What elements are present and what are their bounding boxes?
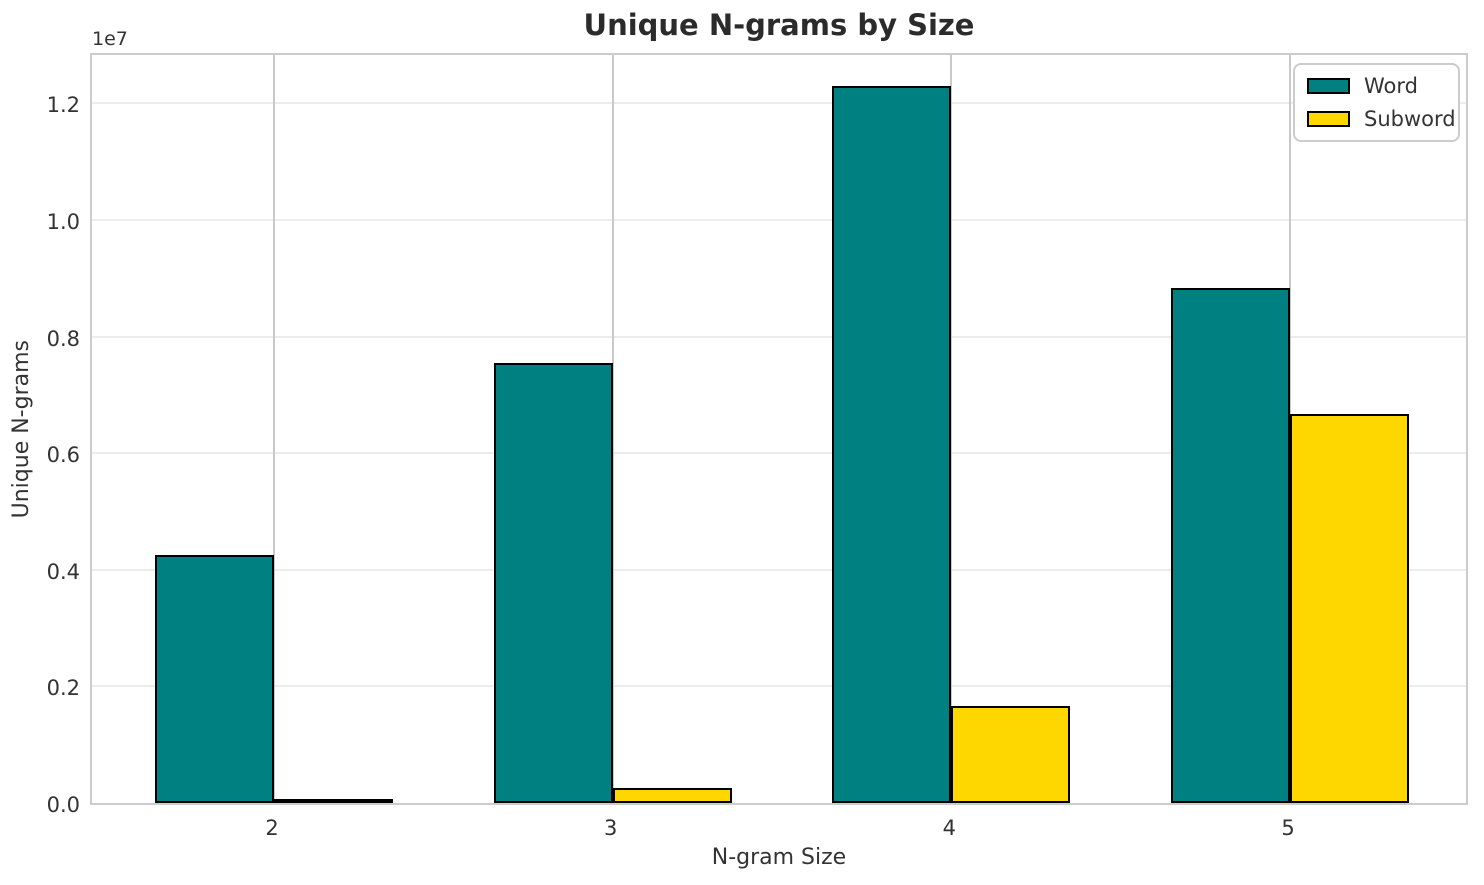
xtick-label-5: 5 [1281, 816, 1295, 840]
chart-title: Unique N-grams by Size [583, 8, 975, 42]
gridline-x-2 [273, 55, 275, 803]
bar-word-2 [155, 554, 274, 803]
gridline-y-1.2 [92, 102, 1466, 105]
gridline-y-0.4 [92, 568, 1466, 571]
y-axis-label: Unique N-grams [8, 339, 34, 519]
ytick-label-0.8: 0.8 [46, 326, 80, 351]
gridline-x-3 [611, 55, 614, 803]
bar-word-3 [493, 362, 613, 803]
legend-item-word: Word [1307, 74, 1446, 98]
legend: Word Subword [1293, 63, 1460, 142]
ytick-label-0.2: 0.2 [46, 676, 80, 701]
y-axis-offset-label: 1e7 [92, 28, 128, 50]
legend-item-subword: Subword [1307, 107, 1456, 131]
gridline-y-1.0 [92, 219, 1466, 222]
gridline-x-4 [950, 55, 953, 803]
legend-swatch-subword [1307, 111, 1350, 127]
ytick-label-1.2: 1.2 [46, 93, 80, 118]
xtick-label-3: 3 [604, 816, 618, 840]
x-axis-label: N-gram Size [711, 845, 847, 870]
plot-area [90, 53, 1468, 805]
bar-subword-2 [274, 799, 393, 803]
ytick-label-0.0: 0.0 [46, 793, 80, 817]
bar-subword-3 [612, 787, 732, 803]
ytick-label-0.4: 0.4 [46, 559, 80, 584]
xtick-label-2: 2 [265, 816, 279, 840]
legend-swatch-word [1307, 78, 1350, 94]
bar-word-4 [832, 85, 952, 803]
xtick-label-4: 4 [942, 816, 956, 840]
legend-label-subword: Subword [1364, 107, 1456, 131]
ytick-label-1.0: 1.0 [46, 210, 80, 235]
gridline-y-0.8 [92, 335, 1466, 338]
gridline-y-0.2 [92, 685, 1466, 688]
legend-label-word: Word [1364, 74, 1418, 98]
bar-subword-5 [1290, 414, 1409, 803]
gridline-y-0.6 [92, 452, 1466, 455]
bar-word-5 [1171, 287, 1290, 803]
bar-subword-4 [951, 706, 1071, 803]
ytick-label-0.6: 0.6 [46, 443, 80, 468]
